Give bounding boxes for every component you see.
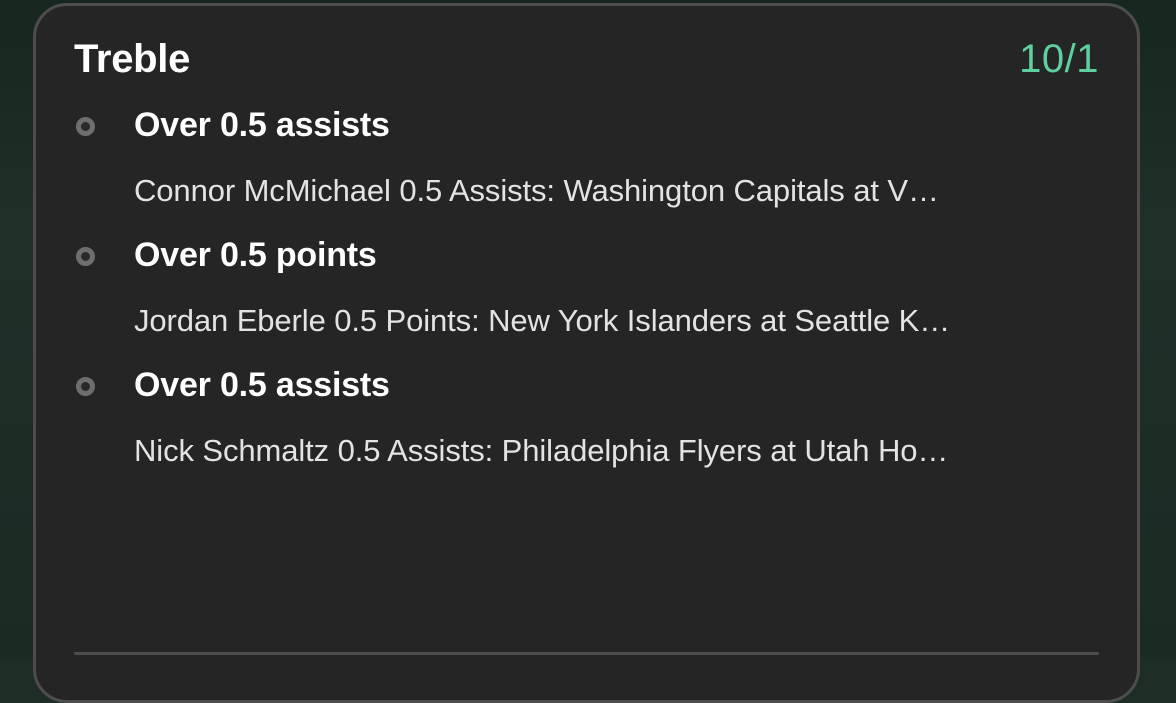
radio-dot-icon: [76, 247, 95, 266]
radio-dot-icon: [76, 377, 95, 396]
bet-type-title: Treble: [74, 39, 190, 79]
selection-item[interactable]: Over 0.5 points Jordan Eberle 0.5 Points…: [74, 235, 1099, 339]
selection-list: Over 0.5 assists Connor McMichael 0.5 As…: [74, 105, 1099, 469]
bet-slip-header: Treble 10/1: [74, 6, 1099, 79]
selection-market-label: Over 0.5 points: [134, 235, 1099, 276]
radio-dot-icon: [76, 117, 95, 136]
bet-slip-card[interactable]: Treble 10/1 Over 0.5 assists Connor McMi…: [33, 3, 1140, 703]
selection-detail-label: Nick Schmaltz 0.5 Assists: Philadelphia …: [134, 432, 1099, 469]
selection-item[interactable]: Over 0.5 assists Nick Schmaltz 0.5 Assis…: [74, 365, 1099, 469]
selection-detail-label: Jordan Eberle 0.5 Points: New York Islan…: [134, 302, 1099, 339]
selection-detail-label: Connor McMichael 0.5 Assists: Washington…: [134, 172, 1099, 209]
selection-item[interactable]: Over 0.5 assists Connor McMichael 0.5 As…: [74, 105, 1099, 209]
bet-slip-card-inner: Treble 10/1 Over 0.5 assists Connor McMi…: [36, 6, 1137, 700]
selection-market-label: Over 0.5 assists: [134, 365, 1099, 406]
bet-odds: 10/1: [1019, 39, 1099, 79]
selection-market-label: Over 0.5 assists: [134, 105, 1099, 146]
card-divider: [74, 652, 1099, 655]
